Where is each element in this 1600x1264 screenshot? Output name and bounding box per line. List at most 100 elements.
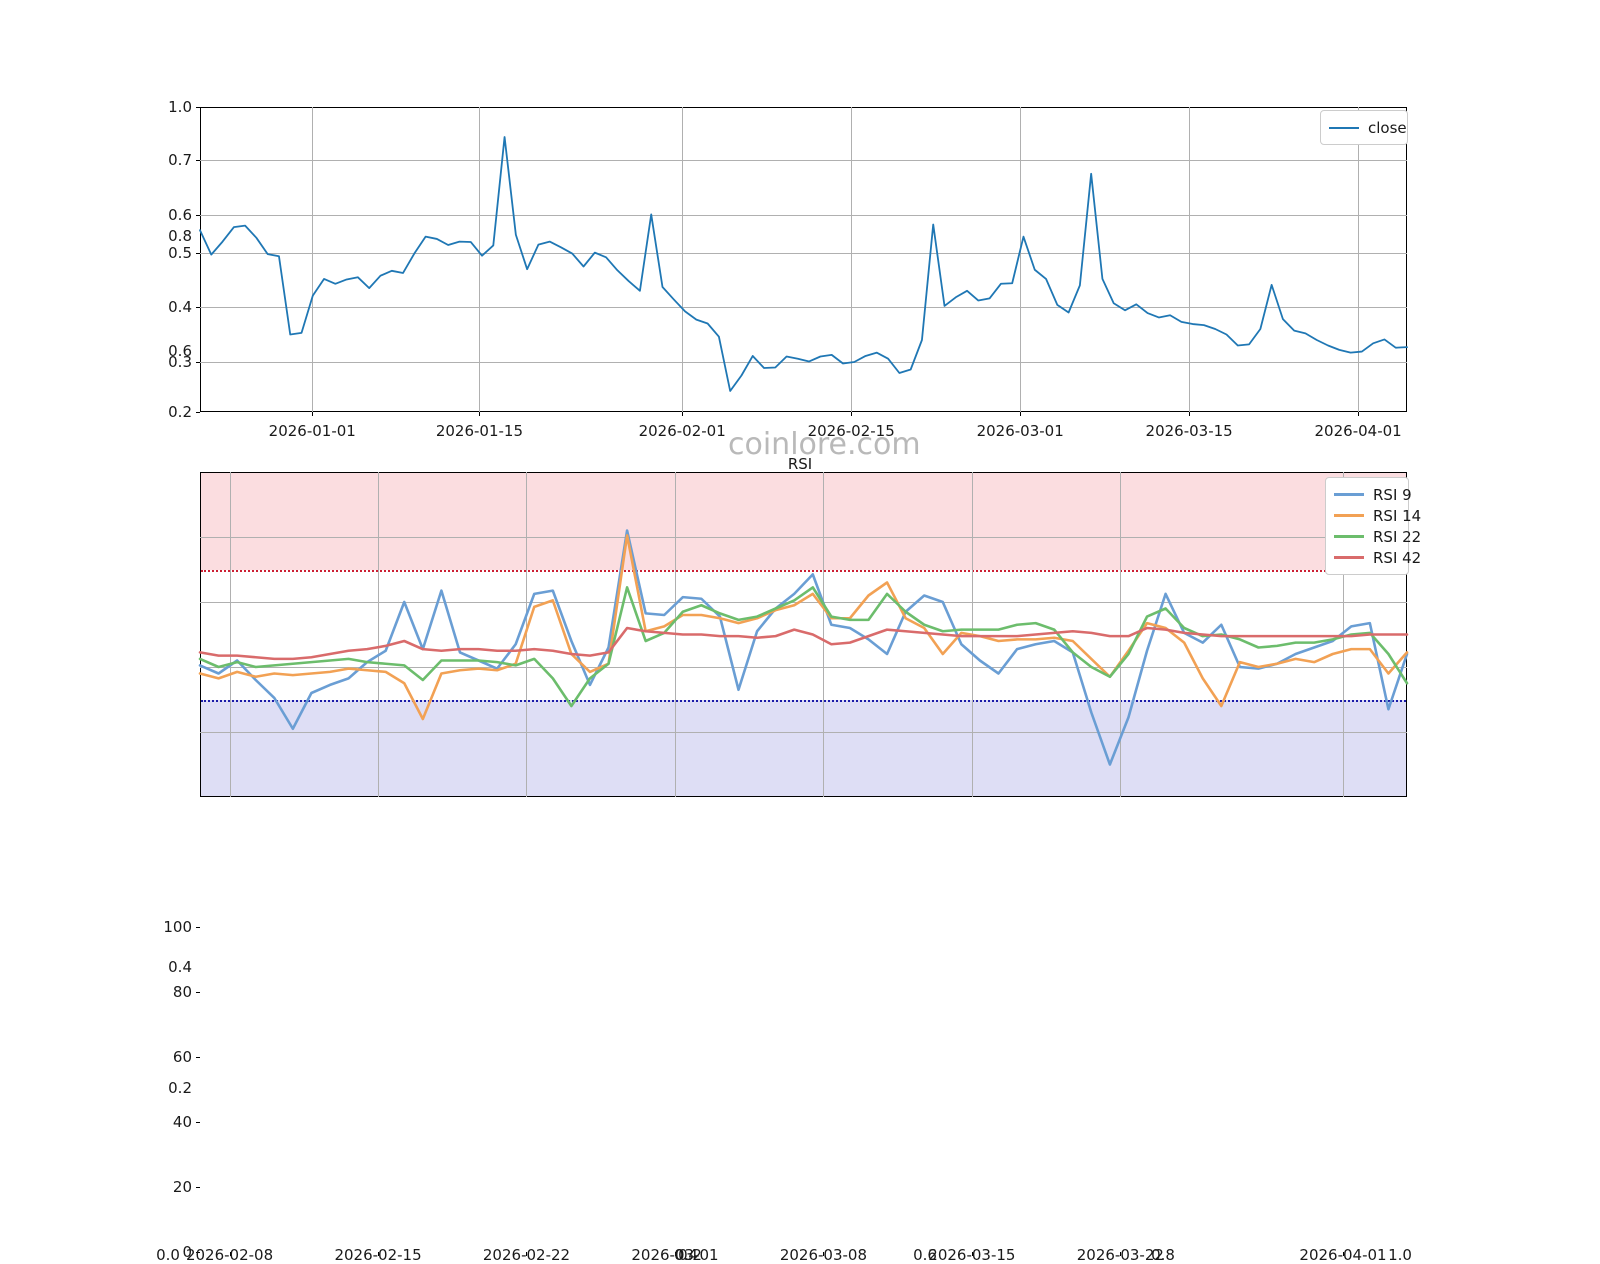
y-tick-mark — [196, 1187, 200, 1188]
legend-swatch-0 — [1334, 493, 1364, 496]
gridline-horizontal — [200, 732, 1407, 733]
x-tick-mark — [229, 1252, 231, 1256]
x-tick-mark — [1343, 1252, 1345, 1256]
gridline-horizontal — [200, 307, 1407, 308]
x-tick-mark — [682, 412, 684, 416]
legend-label-1: RSI 14 — [1373, 506, 1422, 525]
legend-item-0[interactable]: close — [1329, 117, 1407, 138]
x-ghost-tick-label: 0.0 — [156, 1246, 180, 1264]
price-chart-panel: 1.0 0.7 0.6 0.5 0.4 0.3 0.2 0.8 0.6 2026-01-01 20… — [0, 0, 1600, 455]
x-tick-label: 2026-03-01 — [976, 422, 1064, 440]
gridline-vertical — [823, 472, 825, 797]
rsi-overbought-line — [201, 569, 1406, 572]
gridline-vertical — [479, 107, 481, 412]
y-tick-mark — [196, 160, 200, 161]
gridline-vertical — [1120, 472, 1122, 797]
x-tick-label: 2026-01-15 — [435, 422, 523, 440]
legend-item-0[interactable]: RSI 9 — [1334, 484, 1412, 505]
gridline-vertical — [682, 107, 684, 412]
y-tick-mark — [196, 412, 200, 413]
x-tick-mark — [1358, 412, 1360, 416]
x-tick-mark — [312, 412, 314, 416]
x-tick-mark — [1189, 412, 1191, 416]
gridline-horizontal — [200, 160, 1407, 161]
legend-item-1[interactable]: RSI 14 — [1334, 505, 1421, 526]
y-ghost-tick-label: 0.8 — [168, 227, 192, 245]
x-tick-label: 2026-02-01 — [638, 422, 726, 440]
legend-swatch-2 — [1334, 535, 1364, 538]
gridline-vertical — [1020, 107, 1022, 412]
rsi-threshold-bands — [201, 473, 1406, 796]
y-tick-mark — [196, 992, 200, 993]
gridline-vertical — [1358, 107, 1360, 412]
legend-label-0: RSI 9 — [1373, 485, 1412, 504]
x-tick-mark — [526, 1252, 528, 1256]
price-line-series — [199, 136, 1408, 392]
gridline-vertical — [378, 472, 380, 797]
y-tick-label: 80 — [172, 983, 192, 1001]
x-tick-label: 2026-01-01 — [268, 422, 356, 440]
gridline-horizontal — [200, 215, 1407, 216]
gridline-vertical — [312, 107, 314, 412]
y-tick-mark — [196, 1122, 200, 1123]
x-tick-mark — [971, 1252, 973, 1256]
x-tick-mark — [479, 412, 481, 416]
y-tick-label: 100 — [163, 918, 192, 936]
x-ghost-tick-label: 0.8 — [1151, 1246, 1175, 1264]
y-tick-mark — [196, 215, 200, 216]
rsi-oversold-line — [201, 699, 1406, 702]
y-ghost-tick-label: 0.6 — [168, 342, 192, 360]
y-tick-mark — [196, 107, 200, 108]
y-tick-label: 0.5 — [168, 244, 192, 262]
y-tick-label: 1.0 — [168, 98, 192, 116]
y-tick-label: 40 — [172, 1113, 192, 1131]
y-tick-label: 60 — [172, 1048, 192, 1066]
gridline-vertical — [229, 472, 231, 797]
y-tick-label: 0.6 — [168, 206, 192, 224]
y-tick-label: 0.4 — [168, 298, 192, 316]
legend-label-3: RSI 42 — [1373, 548, 1422, 567]
gridline-vertical — [1343, 472, 1345, 797]
x-ghost-tick-label: 0.6 — [913, 1246, 937, 1264]
x-ghost-tick-label: 1.0 — [1388, 1246, 1412, 1264]
y-tick-mark — [196, 253, 200, 254]
x-tick-mark — [1120, 1252, 1122, 1256]
y-tick-mark — [196, 927, 200, 928]
x-tick-mark — [851, 412, 853, 416]
x-tick-mark — [378, 1252, 380, 1256]
x-tick-mark — [1020, 412, 1022, 416]
x-tick-mark — [823, 1252, 825, 1256]
y-ghost-tick-label: 0.4 — [168, 958, 192, 976]
gridline-horizontal — [200, 602, 1407, 603]
legend-item-3[interactable]: RSI 42 — [1334, 547, 1421, 568]
y-tick-mark — [196, 307, 200, 308]
gridline-horizontal — [200, 537, 1407, 538]
rsi-legend[interactable]: RSI 9 RSI 14 RSI 22 RSI 42 — [1325, 477, 1421, 575]
rsi-gridlines — [200, 472, 1407, 797]
y-tick-mark — [196, 1057, 200, 1058]
legend-label-0: close — [1368, 118, 1407, 137]
x-ghost-tick-label: 0.4 — [674, 1246, 698, 1264]
y-tick-label: 0.2 — [168, 403, 192, 421]
watermark: coinlore.com — [728, 427, 921, 462]
rsi-title: RSI — [787, 455, 813, 473]
rsi-overbought-band — [201, 473, 1406, 570]
rsi-chart-panel: RSI 100 80 60 40 20 0 0.4 0.2 2026-02-08 2026-02… — [0, 455, 1600, 1263]
legend-swatch-0 — [1329, 126, 1359, 129]
gridline-vertical — [526, 472, 528, 797]
rsi-oversold-band — [201, 699, 1406, 796]
legend-label-2: RSI 22 — [1373, 527, 1422, 546]
gridline-horizontal — [200, 362, 1407, 363]
x-tick-label: 2026-03-15 — [1145, 422, 1233, 440]
x-tick-label: 2026-02-15 — [807, 422, 895, 440]
y-tick-label: 20 — [172, 1178, 192, 1196]
y-tick-mark — [196, 362, 200, 363]
price-legend[interactable]: close — [1320, 110, 1408, 145]
gridline-horizontal — [200, 253, 1407, 254]
y-tick-label: 0.7 — [168, 151, 192, 169]
price-plot-frame — [200, 107, 1407, 412]
x-tick-label: 2026-04-01 — [1314, 422, 1402, 440]
gridline-vertical — [1189, 107, 1191, 412]
legend-item-2[interactable]: RSI 22 — [1334, 526, 1421, 547]
legend-swatch-3 — [1334, 556, 1364, 559]
